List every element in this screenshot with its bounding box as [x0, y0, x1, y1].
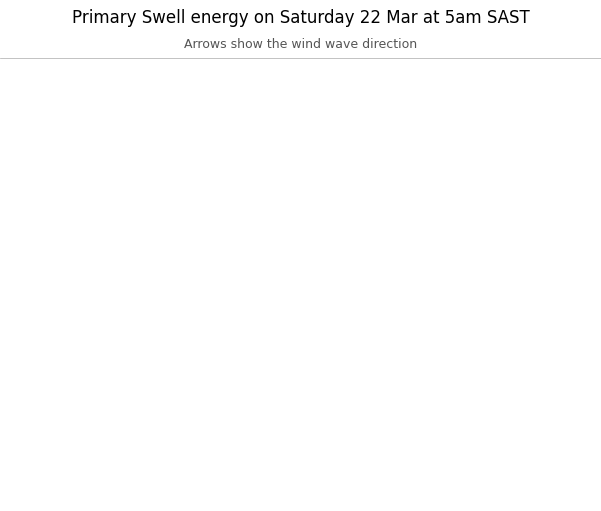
Text: Primary Swell energy on Saturday 22 Mar at 5am SAST: Primary Swell energy on Saturday 22 Mar …	[72, 9, 529, 27]
Text: Arrows show the wind wave direction: Arrows show the wind wave direction	[184, 38, 417, 51]
Text: cartopy required: cartopy required	[219, 275, 382, 294]
